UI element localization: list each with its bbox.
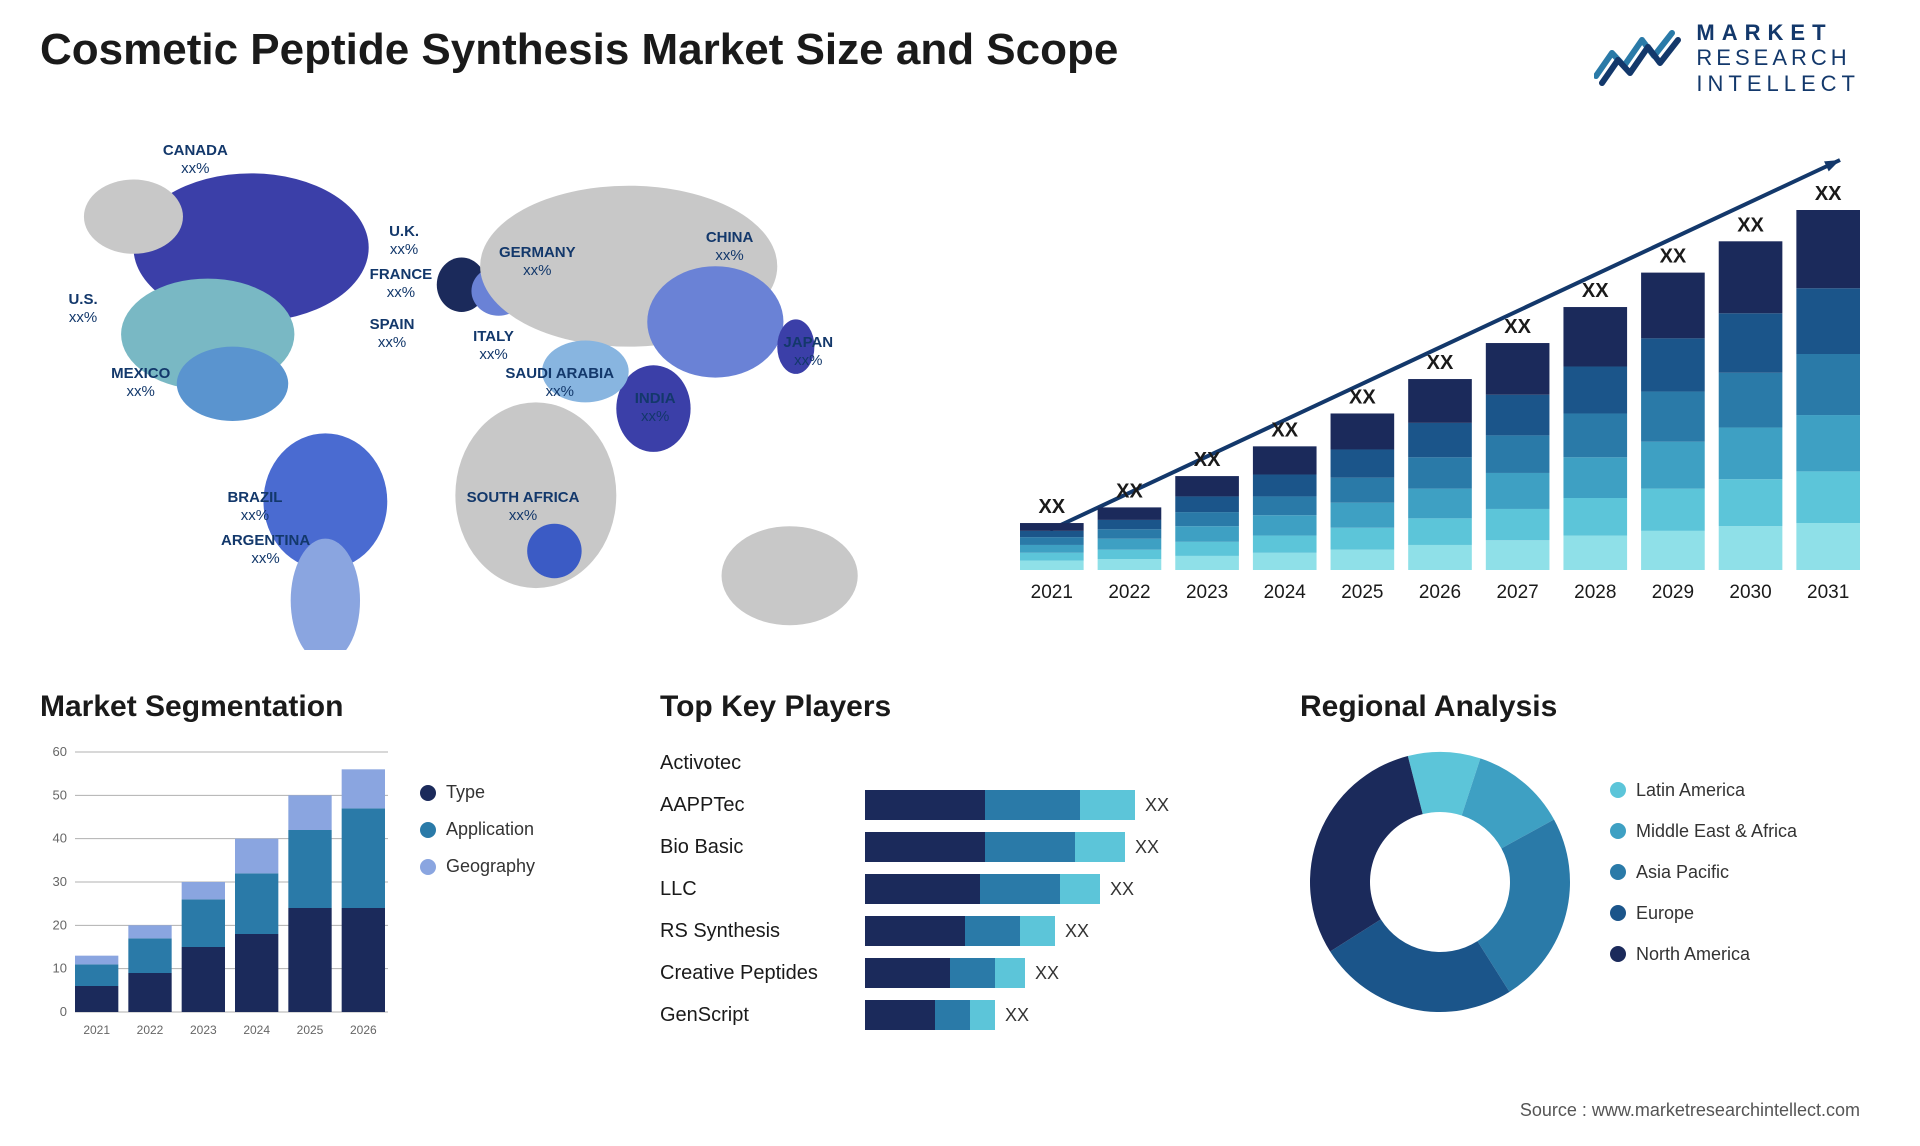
svg-text:2029: 2029 (1652, 582, 1694, 603)
svg-text:XX: XX (1504, 316, 1531, 338)
players-panel: Top Key Players ActivotecAAPPTecBio Basi… (660, 690, 1260, 1036)
page-title: Cosmetic Peptide Synthesis Market Size a… (40, 25, 1118, 75)
world-map (40, 130, 945, 650)
svg-text:XX: XX (1349, 386, 1376, 408)
player-label: Bio Basic (660, 826, 840, 868)
svg-text:20: 20 (53, 917, 67, 932)
svg-text:XX: XX (1582, 280, 1609, 302)
svg-text:2030: 2030 (1729, 582, 1771, 603)
svg-text:0: 0 (60, 1004, 67, 1019)
legend-item: Latin America (1610, 780, 1797, 801)
svg-text:10: 10 (53, 961, 67, 976)
map-label: GERMANYxx% (499, 244, 576, 280)
logo-text-3: INTELLECT (1696, 71, 1860, 96)
player-label: LLC (660, 868, 840, 910)
svg-text:2025: 2025 (1341, 582, 1383, 603)
players-title: Top Key Players (660, 690, 1260, 724)
regional-title: Regional Analysis (1300, 690, 1860, 724)
source-attribution: Source : www.marketresearchintellect.com (1520, 1100, 1860, 1121)
svg-text:XX: XX (1038, 496, 1065, 518)
map-label: CANADAxx% (163, 142, 228, 178)
player-row: XX (865, 826, 1260, 868)
segmentation-legend: Type Application Geography (420, 742, 535, 1042)
logo: MARKET RESEARCH INTELLECT (1594, 20, 1860, 96)
map-label: SAUDI ARABIAxx% (505, 365, 614, 401)
segmentation-chart: 0 10 20 30 40 50 60 2021 2022 2023 2024 2025 2026 (40, 742, 390, 1042)
market-size-chart: XX 2021 XX 2022 XX 2023 XX 2024 XX 2025 XX 2026 XX 20… (1020, 150, 1860, 620)
svg-text:2022: 2022 (137, 1023, 164, 1037)
svg-text:50: 50 (53, 787, 67, 802)
map-label: MEXICOxx% (111, 365, 170, 401)
player-row: XX (865, 910, 1260, 952)
legend-item: Middle East & Africa (1610, 821, 1797, 842)
legend-item: Asia Pacific (1610, 862, 1797, 883)
regional-panel: Regional Analysis Latin America Middle Ea… (1300, 690, 1860, 1022)
map-label: ARGENTINAxx% (221, 532, 310, 568)
legend-item: North America (1610, 944, 1797, 965)
svg-text:XX: XX (1194, 449, 1221, 471)
player-row: XX (865, 868, 1260, 910)
players-bars: XXXXXXXXXXXX (865, 742, 1260, 1036)
player-row: XX (865, 784, 1260, 826)
svg-text:2022: 2022 (1108, 582, 1150, 603)
svg-text:2023: 2023 (190, 1023, 217, 1037)
regional-donut (1300, 742, 1580, 1022)
map-label: FRANCExx% (370, 266, 433, 302)
legend-item: Type (420, 782, 535, 803)
map-label: SPAINxx% (370, 316, 415, 352)
logo-text-2: RESEARCH (1696, 45, 1860, 70)
map-label: CHINAxx% (706, 229, 754, 265)
svg-text:XX: XX (1737, 214, 1764, 236)
map-label: BRAZILxx% (227, 489, 282, 525)
svg-text:2031: 2031 (1807, 582, 1849, 603)
segmentation-panel: Market Segmentation 0 10 20 30 40 50 60 2021 202… (40, 690, 600, 1042)
map-label: JAPANxx% (783, 334, 833, 370)
svg-text:2024: 2024 (243, 1023, 270, 1037)
player-label: RS Synthesis (660, 910, 840, 952)
regional-legend: Latin America Middle East & Africa Asia Pa… (1610, 780, 1797, 985)
legend-item: Application (420, 819, 535, 840)
map-label: INDIAxx% (635, 390, 676, 426)
svg-text:60: 60 (53, 744, 67, 759)
svg-text:2025: 2025 (297, 1023, 324, 1037)
player-row: XX (865, 952, 1260, 994)
svg-text:2026: 2026 (1419, 582, 1461, 603)
svg-text:2021: 2021 (83, 1023, 110, 1037)
segmentation-title: Market Segmentation (40, 690, 600, 724)
logo-icon (1594, 28, 1684, 88)
svg-text:XX: XX (1427, 352, 1454, 374)
svg-text:30: 30 (53, 874, 67, 889)
svg-text:XX: XX (1660, 246, 1687, 268)
world-map-panel: CANADAxx% U.S.xx% MEXICOxx% U.K.xx% FRANCExx… (40, 130, 945, 650)
svg-text:XX: XX (1815, 183, 1842, 205)
svg-text:XX: XX (1116, 480, 1143, 502)
player-label: GenScript (660, 994, 840, 1036)
svg-text:XX: XX (1271, 419, 1298, 441)
svg-text:2023: 2023 (1186, 582, 1228, 603)
svg-text:40: 40 (53, 831, 67, 846)
map-label: SOUTH AFRICAxx% (467, 489, 580, 525)
map-label: U.S.xx% (68, 291, 97, 327)
map-label: ITALYxx% (473, 328, 514, 364)
svg-text:2024: 2024 (1264, 582, 1307, 603)
svg-text:2028: 2028 (1574, 582, 1616, 603)
players-labels: ActivotecAAPPTecBio BasicLLCRS Synthesis… (660, 742, 840, 1036)
player-label: Activotec (660, 742, 840, 784)
svg-text:2026: 2026 (350, 1023, 377, 1037)
player-label: AAPPTec (660, 784, 840, 826)
svg-text:2021: 2021 (1031, 582, 1073, 603)
player-row: XX (865, 994, 1260, 1036)
legend-item: Europe (1610, 903, 1797, 924)
svg-text:2027: 2027 (1496, 582, 1538, 603)
map-label: U.K.xx% (389, 223, 419, 259)
player-label: Creative Peptides (660, 952, 840, 994)
legend-item: Geography (420, 856, 535, 877)
logo-text-1: MARKET (1696, 20, 1860, 45)
